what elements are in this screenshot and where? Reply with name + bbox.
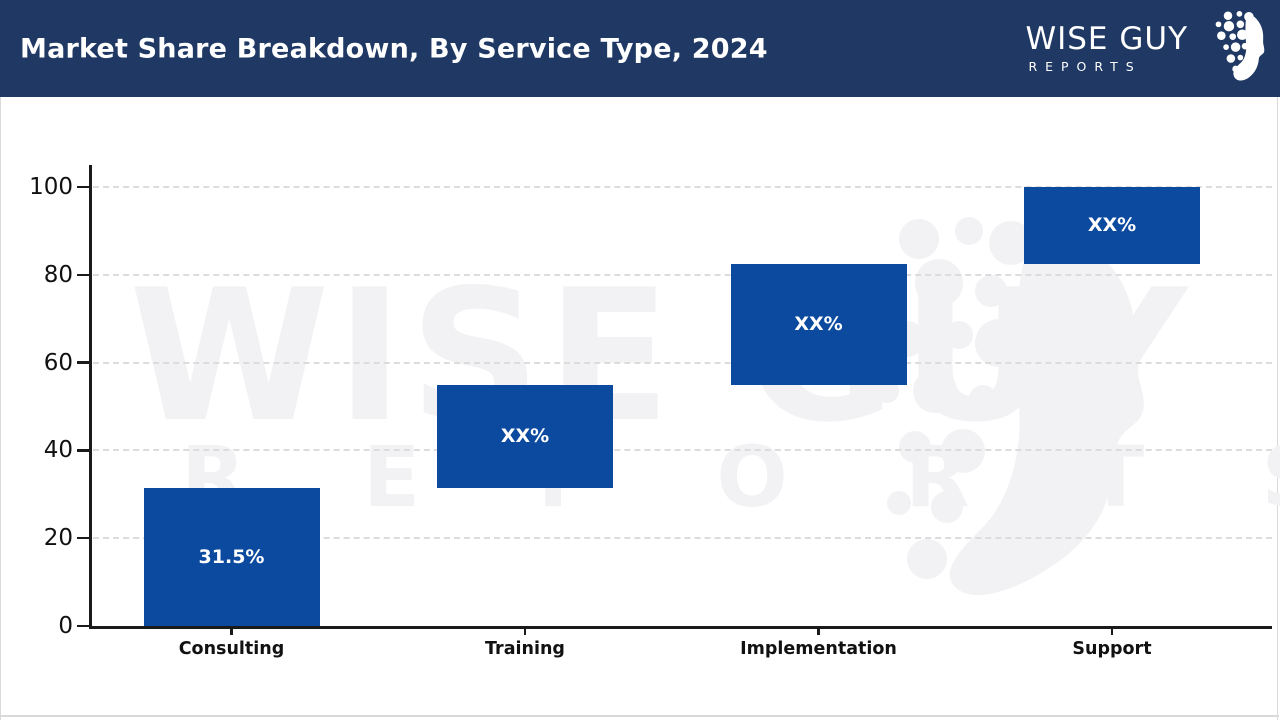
y-tick (77, 185, 89, 189)
x-category-label: Consulting (178, 639, 285, 659)
bar-value-label: XX% (1087, 214, 1137, 237)
x-tick (1110, 627, 1114, 635)
y-tick (77, 273, 89, 277)
brand-name-text: WISE GUY (1025, 21, 1188, 58)
y-tick-label: 20 (43, 525, 73, 552)
x-axis-line (89, 626, 1272, 629)
bar-value-label: XX% (794, 313, 843, 336)
bottom-border (1, 715, 1279, 717)
brand-reports-text: REPORTS (1028, 58, 1142, 74)
brand-logo: WISE GUY REPORTS (1025, 6, 1266, 91)
x-tick (230, 627, 233, 635)
x-tick (817, 627, 820, 635)
y-axis-line (89, 165, 92, 628)
y-tick-label: 100 (29, 174, 73, 200)
chart-title: Market Share Breakdown, By Service Type,… (20, 33, 768, 64)
x-category-label: Training (485, 639, 565, 659)
chart-area: WISE GUY R E P O R T S 0 20 40 60 80 100 31.5%… (0, 97, 1280, 720)
gridline (93, 449, 1272, 452)
bar-training: XX% (437, 384, 613, 488)
y-tick-label: 80 (43, 261, 73, 288)
x-tick (523, 627, 527, 635)
watermark-head-icon (875, 217, 1144, 596)
gridline (93, 537, 1272, 540)
y-tick-label: 40 (43, 437, 73, 464)
y-tick (77, 536, 89, 540)
gridline (93, 186, 1272, 188)
y-tick (77, 624, 89, 628)
gridline (93, 361, 1272, 364)
y-tick-label: 0 (58, 613, 73, 639)
y-tick (77, 361, 89, 364)
x-category-label: Implementation (740, 639, 897, 659)
x-category-label: Support (1072, 639, 1152, 659)
brand-wordmark: WISE GUY REPORTS (1025, 23, 1188, 74)
bar-consulting: 31.5% (143, 487, 320, 626)
y-tick-label: 60 (43, 349, 73, 376)
y-tick (77, 449, 89, 452)
bar-implementation: XX% (730, 263, 907, 385)
bar-support: XX% (1024, 187, 1200, 264)
bar-value-label: XX% (500, 425, 550, 448)
chart-header: Market Share Breakdown, By Service Type,… (0, 0, 1280, 97)
bar-value-label: 31.5% (198, 545, 265, 568)
gridline (93, 273, 1272, 276)
wiseguy-head-icon (1215, 10, 1265, 81)
